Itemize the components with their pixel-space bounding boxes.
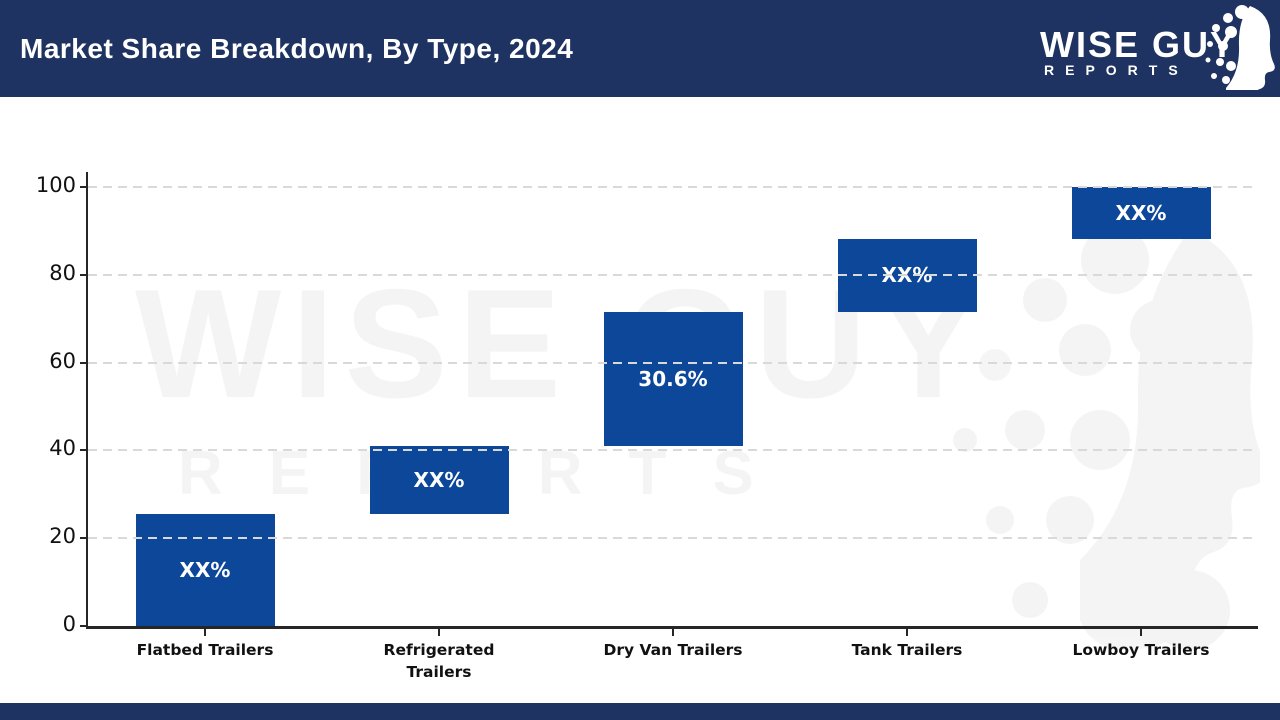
- logo-reports-text: REPORTS: [1044, 62, 1189, 78]
- chart-title: Market Share Breakdown, By Type, 2024: [20, 32, 574, 64]
- x-axis-line: [86, 626, 1258, 629]
- x-axis-label-3: Tank Trailers: [851, 641, 963, 659]
- wise-guy-reports-logo: WISE GUY REPORTS: [1012, 5, 1275, 90]
- y-tick-label-100: 100: [35, 173, 76, 197]
- x-tick-2: [672, 629, 674, 636]
- x-tick-4: [1140, 629, 1142, 636]
- x-axis-label-1: Refrigerated Trailers: [383, 641, 495, 681]
- bar-value-label: XX%: [1115, 200, 1167, 225]
- y-tick-60: [80, 361, 87, 364]
- bar-value-label: XX%: [179, 558, 231, 583]
- bar-lowboy-trailers: XX%: [1071, 187, 1211, 239]
- y-tick-label-40: 40: [49, 436, 76, 461]
- bar-value-label: 30.6%: [638, 366, 708, 391]
- y-tick-label-20: 20: [49, 524, 76, 549]
- x-tick-0: [204, 629, 206, 636]
- y-axis-line: [86, 172, 88, 628]
- gridline-100: [88, 186, 1258, 188]
- logo-face-icon: [1205, 5, 1275, 90]
- y-tick-100: [80, 186, 87, 188]
- gridline-80: [88, 273, 1258, 276]
- gridline-40: [88, 449, 1258, 452]
- bar-dry-van-trailers: 30.6%: [603, 311, 743, 446]
- logo-wise-guy-text: WISE GUY: [1040, 24, 1237, 65]
- y-tick-40: [80, 449, 87, 452]
- y-tick-20: [80, 537, 87, 540]
- x-tick-1: [438, 629, 440, 636]
- y-tick-label-80: 80: [49, 260, 76, 285]
- gridline-20: [88, 537, 1258, 540]
- x-tick-3: [906, 629, 908, 636]
- bar-value-label: XX%: [413, 468, 465, 493]
- x-axis-label-4: Lowboy Trailers: [1072, 641, 1210, 659]
- bar-flatbed-trailers: XX%: [135, 514, 275, 626]
- bar-refrigerated-trailers: XX%: [369, 446, 509, 515]
- y-tick-0: [80, 625, 87, 627]
- x-axis-label-2: Dry Van Trailers: [603, 641, 743, 659]
- y-tick-label-60: 60: [49, 348, 76, 373]
- footer-bar: [0, 703, 1280, 720]
- header-bar: Market Share Breakdown, By Type, 2024 WI…: [0, 0, 1280, 97]
- y-tick-label-0: 0: [62, 612, 76, 636]
- gridline-60: [88, 361, 1258, 364]
- y-tick-80: [80, 273, 87, 276]
- x-axis-label-0: Flatbed Trailers: [136, 641, 274, 659]
